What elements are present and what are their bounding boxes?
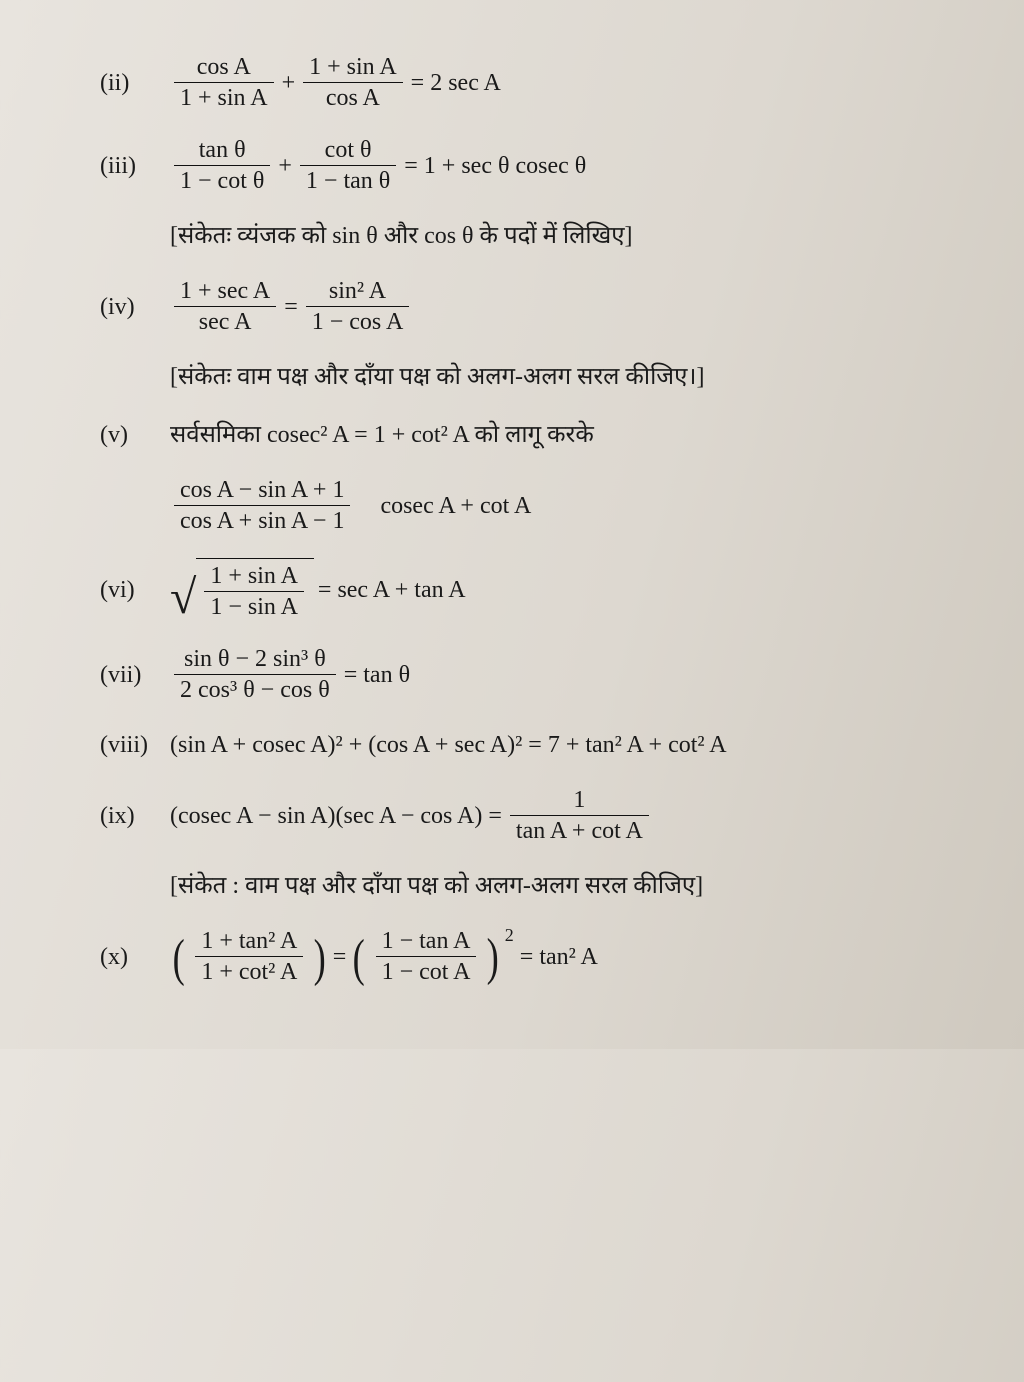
fraction: cot θ 1 − tan θ [300,135,396,196]
hint-text: [संकेत : वाम पक्ष और दाँया पक्ष को अलग-अ… [170,868,984,904]
item-number: (ii) [100,65,170,101]
paren-open-icon: ( [353,933,365,985]
item-v-lead: (v) सर्वसमिका cosec² A = 1 + cot² A को ल… [100,417,984,453]
item-number: (vi) [100,572,170,608]
expression: sin θ − 2 sin³ θ 2 cos³ θ − cos θ = tan … [170,644,410,705]
fraction: cos A 1 + sin A [174,52,274,113]
expression: √ 1 + sin A 1 − sin A = sec A + tan A [170,558,466,622]
sqrt: √ 1 + sin A 1 − sin A [170,558,314,622]
equals-rhs: = tan² A [520,939,598,975]
lhs-text: (cosec A − sin A)(sec A − cos A) = [170,798,502,834]
item-vi: (vi) √ 1 + sin A 1 − sin A = sec A + tan… [100,558,984,622]
equals-rhs: = 2 sec A [411,65,501,101]
fraction: sin² A 1 − cos A [306,276,410,337]
lead-text: सर्वसमिका cosec² A = 1 + cot² A को लागू … [170,417,594,453]
expression: tan θ 1 − cot θ + cot θ 1 − tan θ = 1 + … [170,135,586,196]
tail-text: cosec A + cot A [380,488,531,524]
plus-sign: + [282,65,296,101]
item-number: (ix) [100,798,170,834]
fraction: sin θ − 2 sin³ θ 2 cos³ θ − cos θ [174,644,336,705]
expression: ( 1 + tan² A 1 + cot² A ) = ( 1 − tan A … [170,926,598,987]
equals-sign: = [333,939,347,975]
item-number: (iv) [100,289,170,325]
fraction: 1 + sin A 1 − sin A [204,561,304,622]
fraction: cos A − sin A + 1 cos A + sin A − 1 [174,475,350,536]
expression: (cosec A − sin A)(sec A − cos A) = 1 tan… [170,785,653,846]
item-iii: (iii) tan θ 1 − cot θ + cot θ 1 − tan θ … [100,135,984,196]
item-x: (x) ( 1 + tan² A 1 + cot² A ) = ( 1 − ta… [100,926,984,987]
expression: cos A − sin A + 1 cos A + sin A − 1 cose… [170,475,531,536]
item-number: (iii) [100,148,170,184]
item-vii: (vii) sin θ − 2 sin³ θ 2 cos³ θ − cos θ … [100,644,984,705]
expression: 1 + sec A sec A = sin² A 1 − cos A [170,276,413,337]
hint-text: [संकेतः व्यंजक को sin θ और cos θ के पदों… [170,218,984,254]
fraction: 1 tan A + cot A [510,785,649,846]
plus-sign: + [278,148,292,184]
paren-close-icon: ) [314,933,326,985]
fraction: 1 − tan A 1 − cot A [376,926,477,987]
expression: (sin A + cosec A)² + (cos A + sec A)² = … [170,727,727,763]
paren-close-icon: ) [487,932,499,984]
equals-rhs: = sec A + tan A [318,572,466,608]
equals-rhs: = 1 + sec θ cosec θ [404,148,586,184]
item-iv: (iv) 1 + sec A sec A = sin² A 1 − cos A [100,276,984,337]
item-number: (x) [100,939,170,975]
fraction: 1 + sin A cos A [303,52,403,113]
item-number: (viii) [100,727,170,763]
radical-icon: √ [170,558,196,622]
item-number: (vii) [100,657,170,693]
item-v-expr: cos A − sin A + 1 cos A + sin A − 1 cose… [170,475,984,536]
fraction: 1 + sec A sec A [174,276,276,337]
hint-text: [संकेतः वाम पक्ष और दाँया पक्ष को अलग-अल… [170,359,984,395]
fraction: tan θ 1 − cot θ [174,135,270,196]
paren-open-icon: ( [173,933,185,985]
equals-rhs: = tan θ [344,657,410,693]
fraction: 1 + tan² A 1 + cot² A [195,926,303,987]
expression: cos A 1 + sin A + 1 + sin A cos A = 2 se… [170,52,501,113]
item-ii: (ii) cos A 1 + sin A + 1 + sin A cos A =… [100,52,984,113]
item-number: (v) [100,417,170,453]
item-viii: (viii) (sin A + cosec A)² + (cos A + sec… [100,727,984,763]
exponent: 2 [505,922,514,949]
item-ix: (ix) (cosec A − sin A)(sec A − cos A) = … [100,785,984,846]
equals-sign: = [284,289,298,325]
